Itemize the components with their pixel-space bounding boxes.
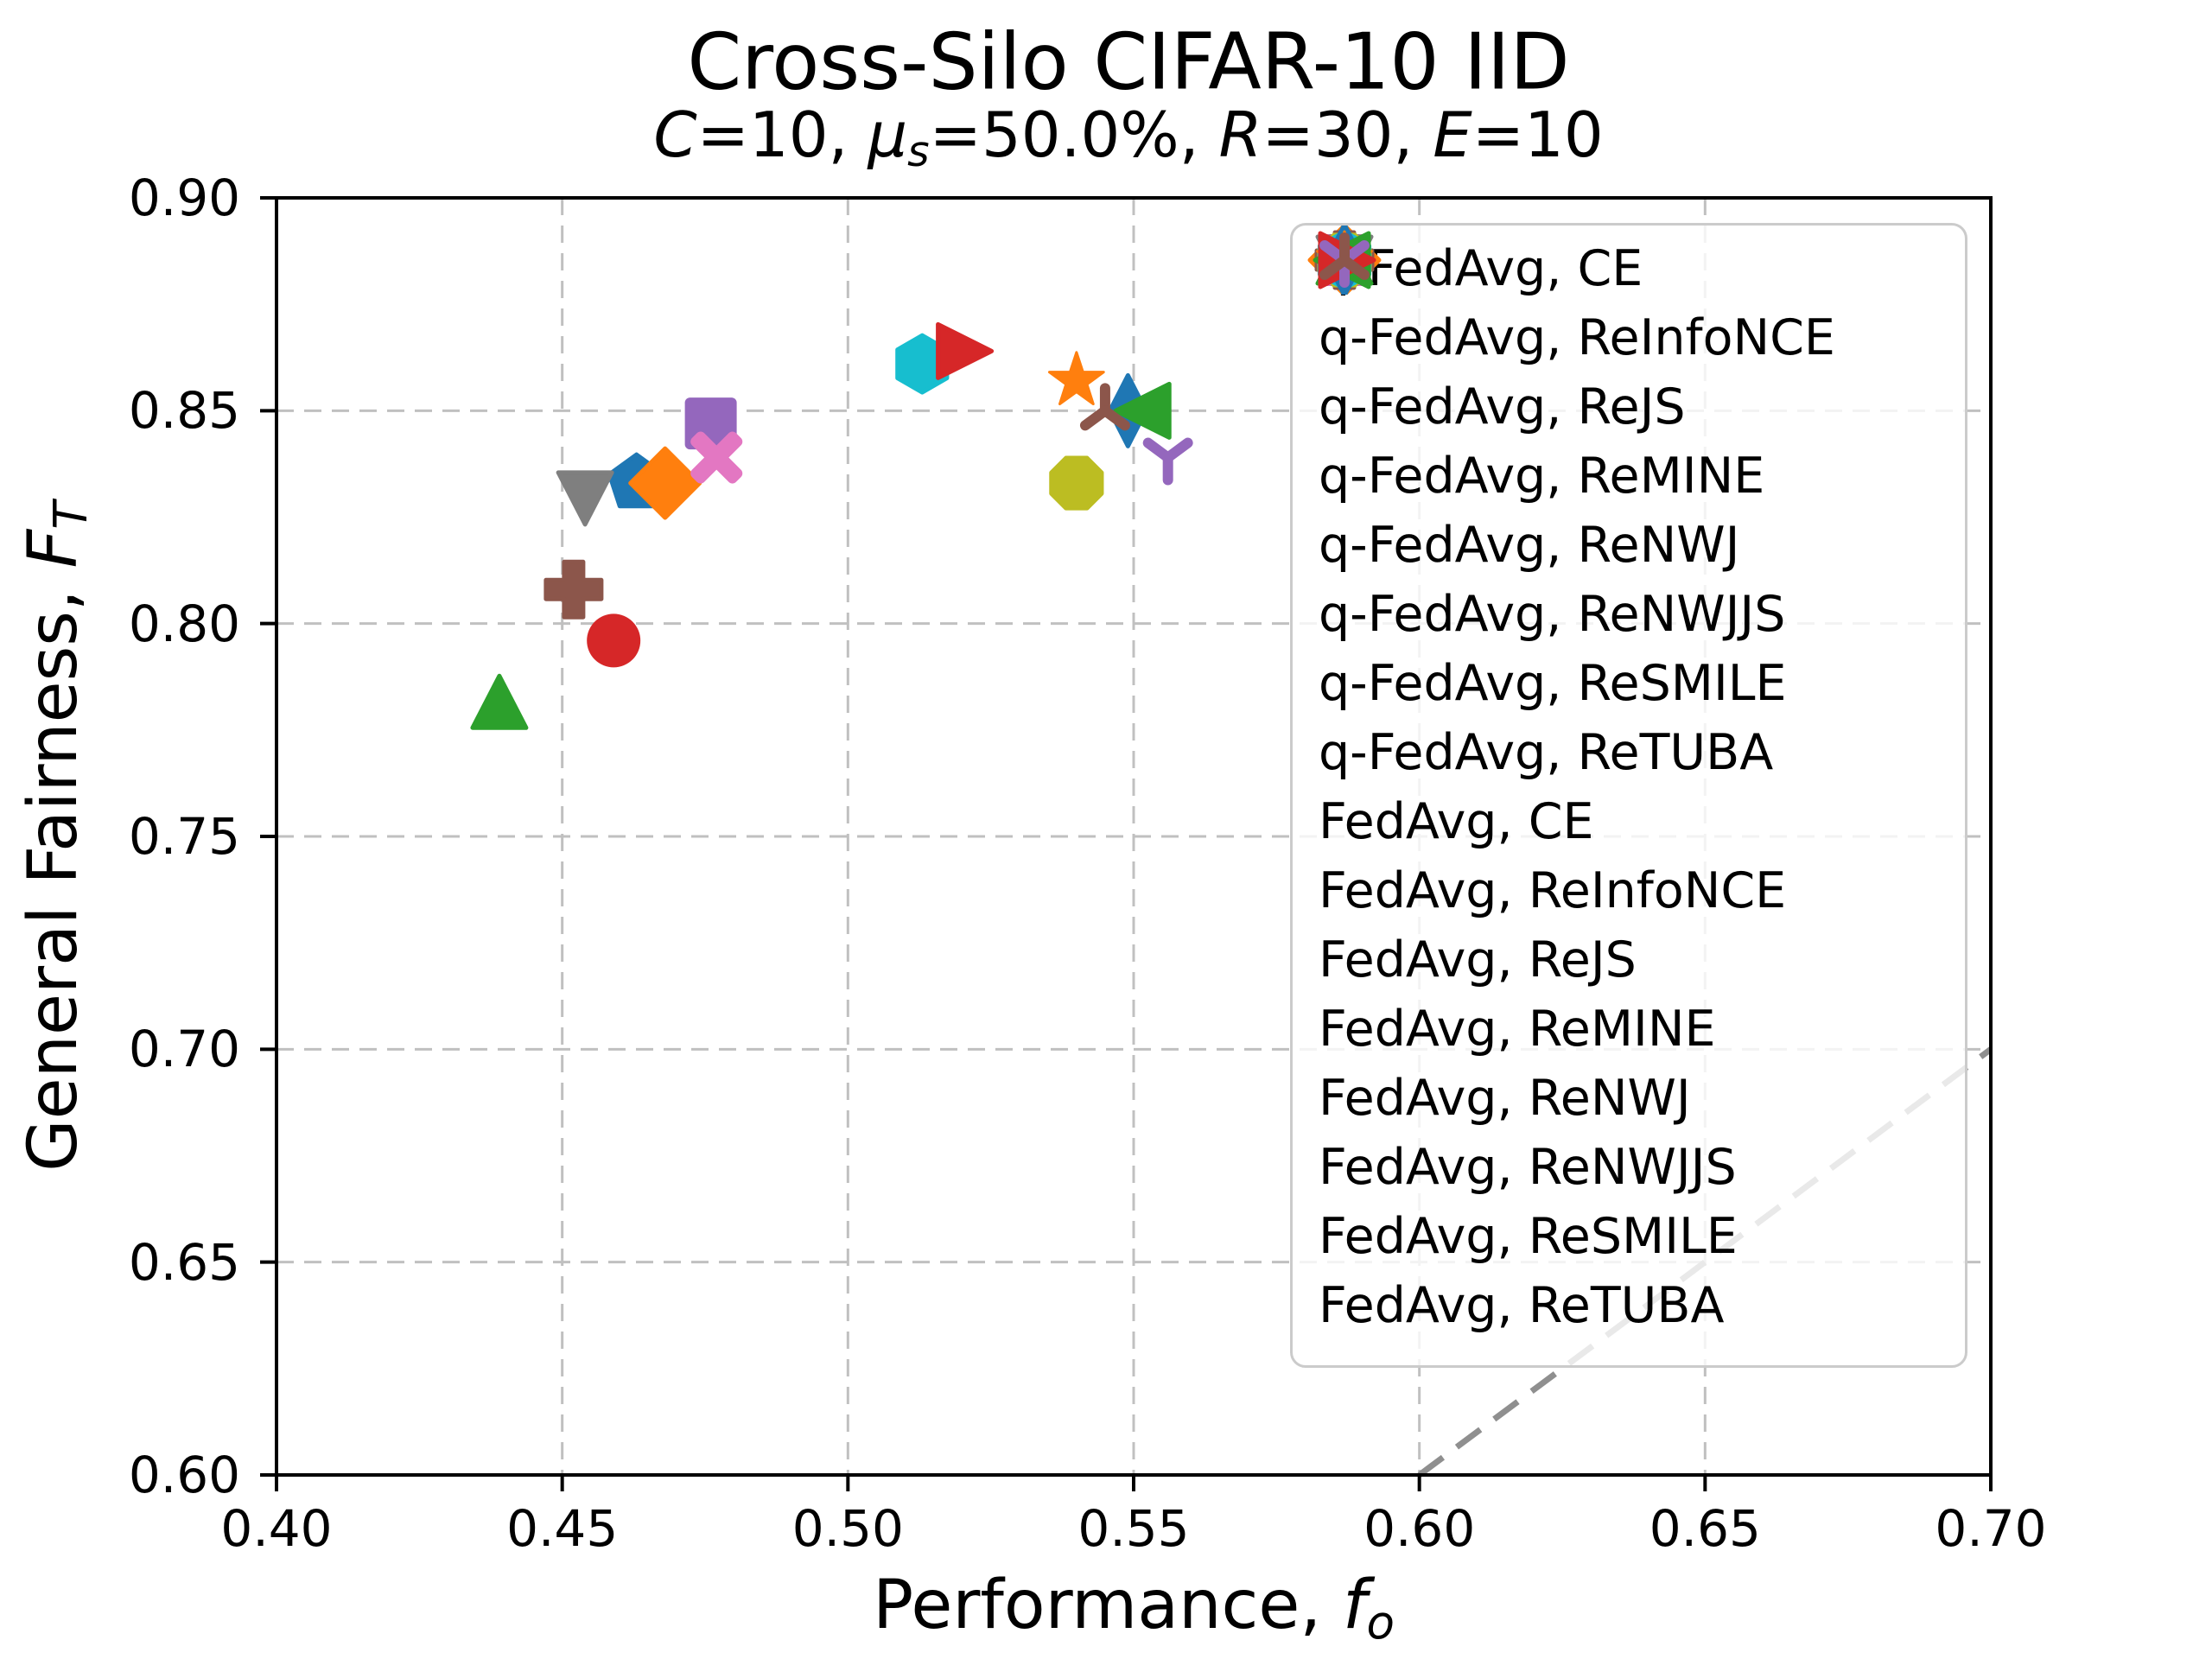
- legend-item-fedavg-reinfonce: FedAvg, ReInfoNCE: [1301, 229, 1965, 925]
- legend-label: q-FedAvg, ReJS: [1319, 378, 1686, 435]
- y-tick-label-0.85: 0.85: [128, 381, 240, 441]
- x-tick-label-0.55: 0.55: [1077, 1499, 1190, 1558]
- legend-label: FedAvg, ReNWJ: [1319, 1070, 1691, 1127]
- legend-item-q-fedavg-ce: q-FedAvg, CE: [1301, 229, 1965, 303]
- legend-label: q-FedAvg, ReMINE: [1319, 448, 1765, 505]
- x-axis-label: Performance, fo: [873, 1567, 1395, 1649]
- legend-item-q-fedavg-remine: q-FedAvg, ReMINE: [1301, 233, 1965, 511]
- x-tick-label-0.40: 0.40: [220, 1499, 333, 1558]
- axes-spines: [260, 196, 1993, 1491]
- y-tick-label-0.80: 0.80: [128, 594, 240, 653]
- legend-item-q-fedavg-rejs: q-FedAvg, ReJS: [1301, 229, 1965, 442]
- scatter-point-fedavg-remine: [1047, 351, 1105, 406]
- legend: q-FedAvg, CE q-FedAvg, ReInfoNCE q-FedAvg,…: [1290, 223, 1967, 1368]
- legend-item-q-fedavg-resmile: q-FedAvg, ReSMILE: [1301, 233, 1965, 718]
- x-tick-label-0.60: 0.60: [1363, 1499, 1476, 1558]
- y-tick-label-0.70: 0.70: [128, 1020, 240, 1079]
- legend-item-fedavg-renwjjs: FedAvg, ReNWJJS: [1301, 231, 1965, 1202]
- legend-item-fedavg-rejs: FedAvg, ReJS: [1301, 226, 1965, 995]
- x-tick-label-0.70: 0.70: [1935, 1499, 2047, 1558]
- legend-item-fedavg-ce: FedAvg, CE: [1301, 232, 1965, 856]
- scatter-point-fedavg-resmile: [1142, 437, 1193, 486]
- legend-label: FedAvg, ReTUBA: [1319, 1277, 1725, 1334]
- chart-subtitle: C=10, μs=50.0%, R=30, E=10: [653, 99, 1604, 176]
- legend-item-q-fedavg-renwjjs: q-FedAvg, ReNWJJS: [1301, 230, 1965, 649]
- scatter-point-q-fedavg-renwjjs: [543, 559, 604, 620]
- identity-reference-line: [1417, 1046, 1993, 1478]
- y-tick-label-0.65: 0.65: [128, 1232, 240, 1292]
- legend-label: q-FedAvg, ReSMILE: [1319, 655, 1787, 712]
- legend-label: q-FedAvg, ReNWJJS: [1319, 586, 1786, 643]
- y-tick-label-0.90: 0.90: [128, 168, 240, 227]
- legend-label: FedAvg, ReNWJJS: [1319, 1139, 1737, 1196]
- scatter-points: [470, 321, 1193, 730]
- scatter-point-q-fedavg-rejs: [470, 673, 529, 730]
- x-tick-label-0.45: 0.45: [506, 1499, 619, 1558]
- scatter-point-q-fedavg-resmile: [690, 431, 743, 484]
- legend-label: FedAvg, ReMINE: [1319, 1001, 1716, 1058]
- legend-item-q-fedavg-reinfonce: q-FedAvg, ReInfoNCE: [1301, 226, 1965, 372]
- legend-label: FedAvg, ReSMILE: [1319, 1208, 1738, 1265]
- x-tick-label-0.50: 0.50: [791, 1499, 904, 1558]
- scatter-point-q-fedavg-retuba: [556, 470, 614, 527]
- scatter-point-fedavg-renwjjs: [936, 321, 995, 380]
- legend-item-fedavg-resmile: FedAvg, ReSMILE: [1301, 240, 1965, 1271]
- scatter-point-fedavg-ce: [1049, 455, 1104, 511]
- scatter-point-q-fedavg-remine: [587, 613, 641, 668]
- legend-label: FedAvg, CE: [1319, 793, 1594, 850]
- legend-item-fedavg-retuba: FedAvg, ReTUBA: [1301, 232, 1965, 1340]
- legend-item-q-fedavg-renwj: q-FedAvg, ReNWJ: [1301, 234, 1965, 580]
- legend-label: q-FedAvg, ReNWJ: [1319, 517, 1740, 574]
- tri-up-marker-icon: [1319, 232, 1370, 280]
- legend-item-q-fedavg-retuba: q-FedAvg, ReTUBA: [1301, 234, 1965, 787]
- scatter-point-fedavg-retuba: [1079, 383, 1130, 431]
- legend-item-fedavg-renwj: FedAvg, ReNWJ: [1301, 231, 1965, 1133]
- legend-label: FedAvg, ReInfoNCE: [1319, 862, 1787, 919]
- legend-label: q-FedAvg, ReInfoNCE: [1319, 309, 1835, 366]
- x-tick-label-0.65: 0.65: [1649, 1499, 1761, 1558]
- scatter-point-q-fedavg-reinfonce: [628, 446, 702, 520]
- legend-item-fedavg-remine: FedAvg, ReMINE: [1301, 230, 1965, 1064]
- legend-label: q-FedAvg, ReTUBA: [1319, 724, 1774, 781]
- y-axis-label: General Fairness, FT: [15, 501, 98, 1172]
- y-tick-label-0.75: 0.75: [128, 807, 240, 866]
- chart-title: Cross-Silo CIFAR-10 IID: [687, 16, 1570, 108]
- y-tick-label-0.60: 0.60: [128, 1446, 240, 1504]
- scatter-point-fedavg-renwj: [1113, 381, 1172, 440]
- legend-label: FedAvg, ReJS: [1319, 931, 1637, 988]
